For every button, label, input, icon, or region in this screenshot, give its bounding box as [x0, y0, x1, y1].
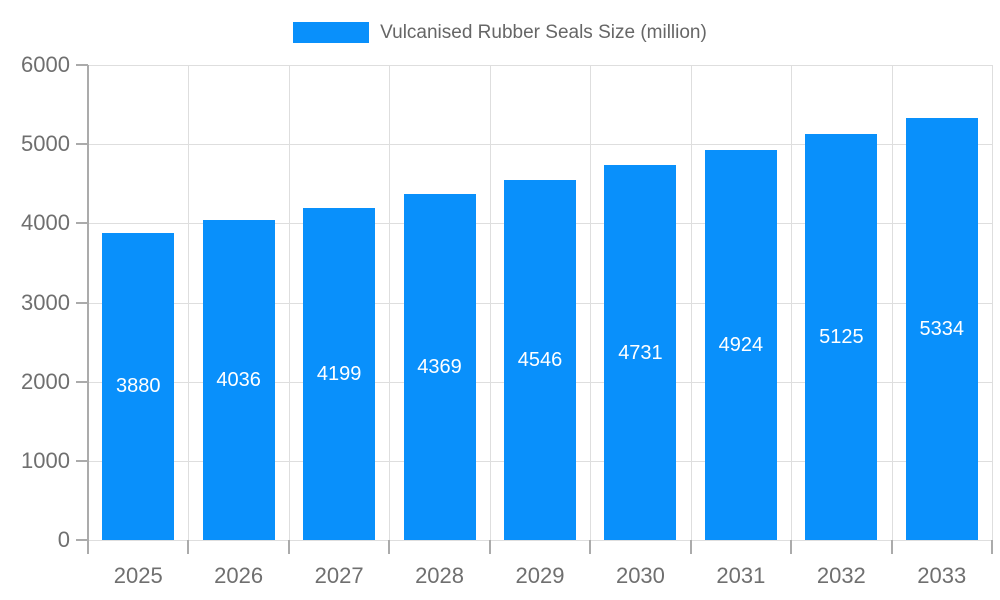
legend-swatch [293, 22, 370, 43]
x-gridline [188, 65, 190, 540]
x-tick-label: 2033 [917, 563, 967, 588]
x-gridline [791, 65, 793, 540]
bar[interactable] [604, 165, 677, 540]
bar[interactable] [704, 150, 777, 540]
y-gridline [88, 144, 992, 146]
x-tick-mark [287, 540, 290, 554]
y-tick-label: 6000 [21, 52, 70, 77]
bar-value-label: 3880 [115, 375, 161, 398]
x-tick-label: 2032 [816, 563, 866, 588]
y-tick-mark [76, 64, 88, 66]
x-tick-label: 2026 [214, 563, 264, 588]
bar-value-label: 4199 [316, 362, 362, 385]
bar-value-label: 4036 [216, 369, 261, 392]
x-tick-label: 2029 [515, 563, 565, 588]
x-gridline [590, 65, 592, 540]
x-gridline [489, 65, 491, 540]
x-tick-label: 2030 [615, 563, 665, 588]
chart-legend[interactable]: Vulcanised Rubber Seals Size (million) [0, 22, 1000, 43]
bar[interactable] [905, 117, 978, 540]
y-tick-mark [76, 143, 88, 146]
x-tick-mark [187, 540, 190, 554]
x-gridline [389, 65, 391, 540]
x-tick-mark [890, 540, 893, 554]
y-tick-label: 0 [57, 527, 70, 552]
x-tick-label: 2025 [113, 563, 163, 588]
x-tick-mark [488, 540, 491, 554]
y-gridline [88, 540, 992, 541]
bar-value-label: 4924 [718, 334, 764, 357]
x-tick-mark [589, 540, 592, 554]
x-gridline [288, 65, 290, 540]
bar[interactable] [202, 220, 275, 540]
y-tick-mark [76, 539, 88, 541]
y-tick-mark [76, 301, 88, 304]
x-gridline [891, 65, 893, 540]
legend-label: Vulcanised Rubber Seals Size (million) [380, 21, 707, 43]
bar-value-label: 4731 [618, 341, 663, 364]
y-tick-label: 4000 [21, 210, 70, 236]
bar-value-label: 4546 [517, 349, 563, 372]
bar-value-label: 4369 [417, 356, 462, 379]
y-tick-label: 2000 [21, 368, 70, 394]
x-gridline [992, 65, 993, 540]
x-tick-mark [388, 540, 391, 554]
x-tick-mark [790, 540, 793, 554]
y-tick-mark [76, 380, 88, 383]
x-gridline [690, 65, 692, 540]
y-tick-mark [76, 459, 88, 462]
y-axis-line [87, 65, 89, 554]
y-tick-label: 5000 [21, 131, 70, 157]
x-tick-mark [689, 540, 692, 554]
bar[interactable] [403, 194, 476, 540]
bar[interactable] [504, 180, 576, 540]
y-tick-label: 3000 [21, 289, 70, 315]
x-tick-label: 2031 [716, 563, 766, 588]
bar[interactable] [102, 232, 175, 540]
x-tick-label: 2027 [314, 563, 364, 588]
bar-value-label: 5334 [919, 317, 965, 340]
bar[interactable] [805, 134, 878, 540]
y-gridline [88, 65, 992, 66]
x-tick-mark [991, 540, 993, 554]
bar-value-label: 5125 [819, 326, 864, 349]
y-tick-label: 1000 [21, 447, 70, 473]
x-tick-label: 2028 [415, 563, 465, 588]
y-tick-mark [76, 222, 88, 225]
bar[interactable] [303, 207, 376, 540]
